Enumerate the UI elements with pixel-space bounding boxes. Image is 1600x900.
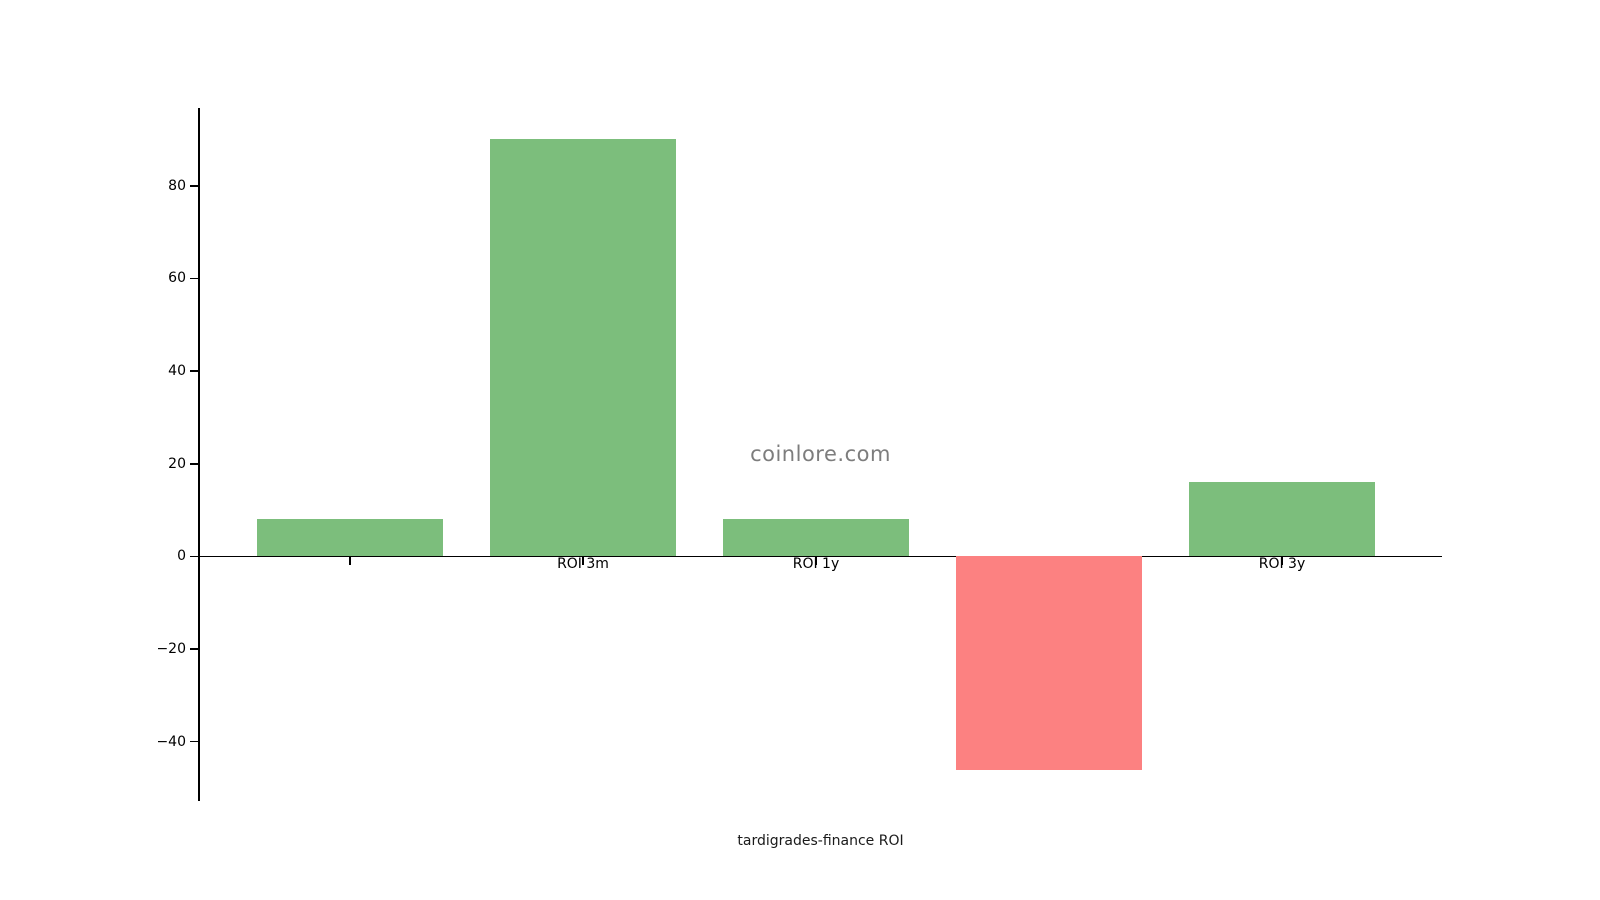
bar	[1189, 481, 1375, 556]
chart-title: tardigrades-finance ROI	[737, 833, 904, 849]
y-tick-label: 80	[168, 177, 186, 194]
y-tick	[190, 370, 198, 372]
x-tick-label: ROI 3m	[557, 555, 609, 572]
y-tick	[190, 555, 198, 558]
y-tick	[190, 277, 198, 280]
x-tick	[815, 556, 817, 566]
y-tick	[190, 740, 198, 743]
y-tick-label: 60	[168, 270, 186, 287]
bar	[257, 518, 443, 556]
bar	[956, 555, 1142, 771]
bar	[723, 518, 909, 556]
y-tick-label: −20	[156, 641, 186, 658]
bar	[490, 138, 676, 556]
y-tick-label: 0	[177, 548, 186, 565]
x-tick	[582, 556, 584, 566]
x-tick-label: ROI 3y	[1258, 555, 1306, 572]
y-tick-label: −40	[156, 733, 186, 750]
y-axis-line	[198, 108, 200, 801]
y-tick-label: 20	[168, 455, 186, 472]
x-tick	[349, 556, 351, 566]
x-axis-zero-line	[198, 555, 1442, 558]
y-tick	[190, 185, 198, 187]
y-tick	[190, 648, 198, 650]
x-tick-label: ROI 1y	[792, 555, 840, 572]
x-tick	[1281, 556, 1283, 566]
watermark-text: coinlore.com	[750, 442, 891, 466]
y-tick	[190, 463, 198, 465]
y-tick-label: 40	[168, 363, 186, 380]
